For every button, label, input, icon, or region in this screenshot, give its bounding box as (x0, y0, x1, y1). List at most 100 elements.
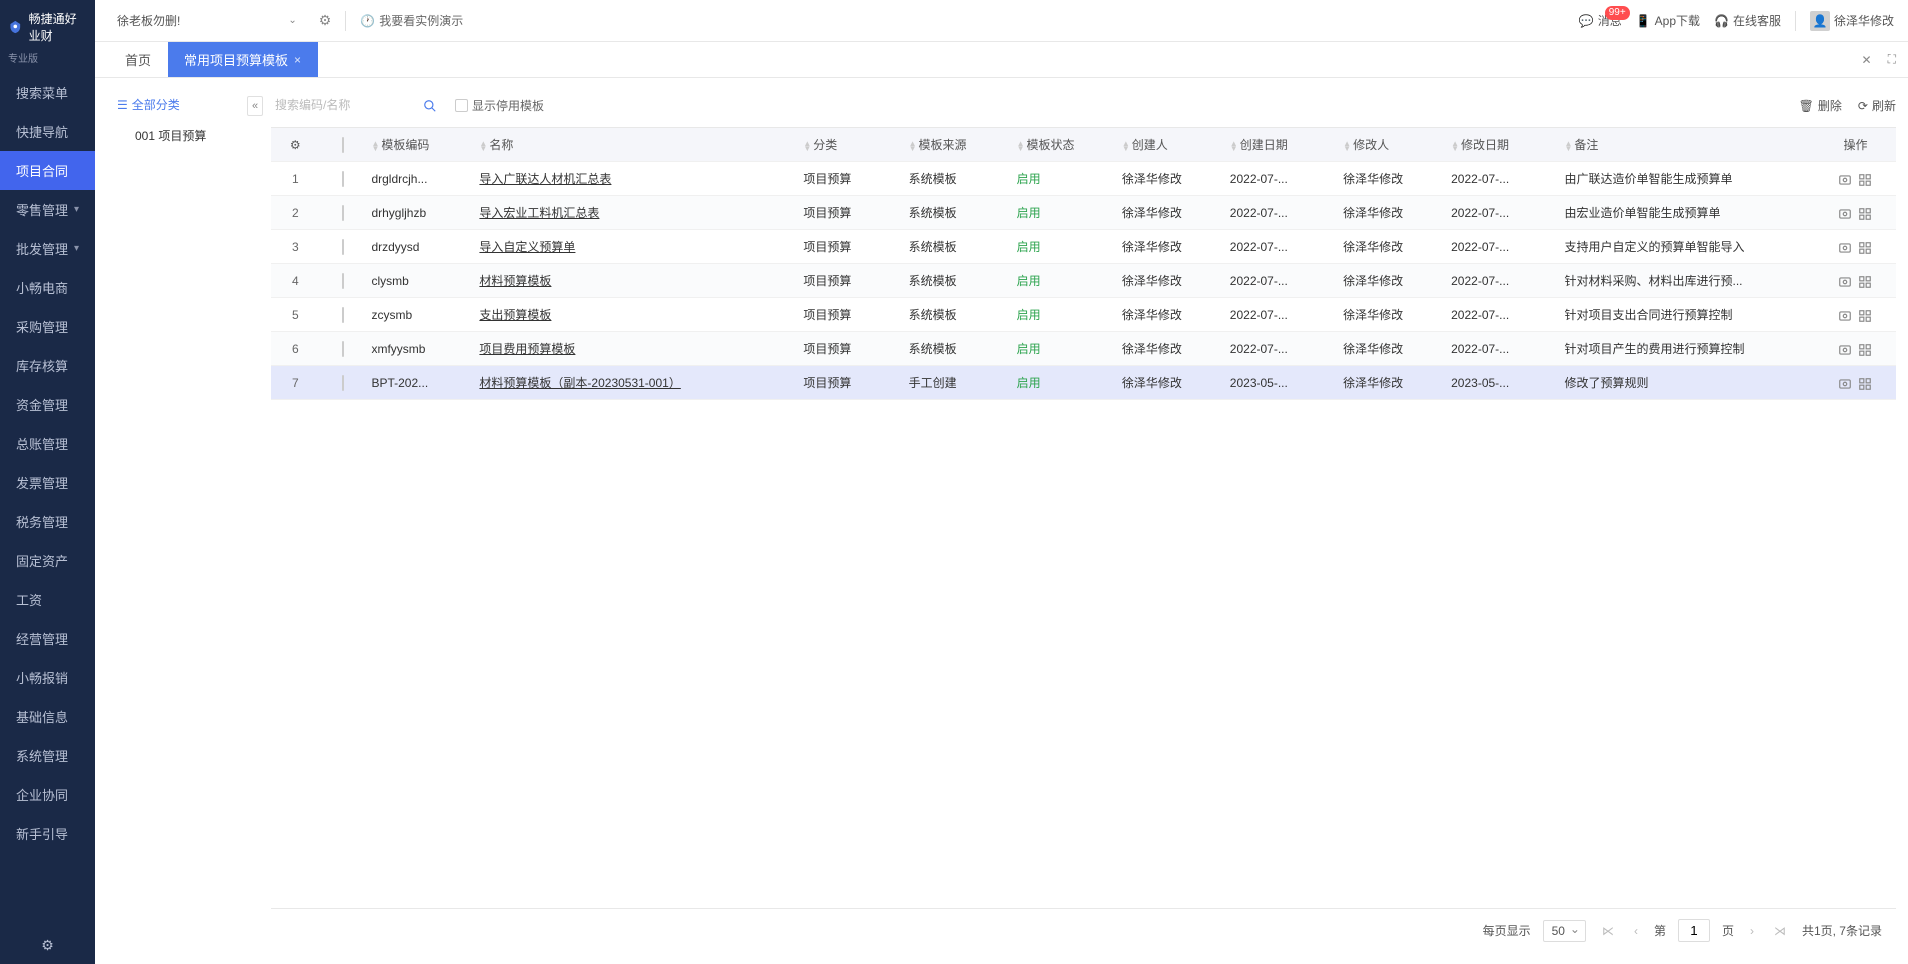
sidebar-item-expense[interactable]: 小畅报销 (0, 658, 95, 697)
row-checkbox[interactable] (320, 196, 366, 230)
sidebar-item-quick-nav[interactable]: 快捷导航 (0, 112, 95, 151)
cell-name[interactable]: 材料预算模板 (473, 264, 797, 298)
more-icon[interactable] (1858, 308, 1872, 322)
view-icon[interactable] (1838, 308, 1852, 322)
cell-status: 启用 (1011, 264, 1116, 298)
next-page-icon[interactable]: › (1746, 922, 1758, 940)
cell-name[interactable]: 导入广联达人材机汇总表 (473, 162, 797, 196)
table-row[interactable]: 4clysmb材料预算模板项目预算系统模板启用徐泽华修改2022-07-...徐… (271, 264, 1896, 298)
table-row[interactable]: 1drgldrcjh...导入广联达人材机汇总表项目预算系统模板启用徐泽华修改2… (271, 162, 1896, 196)
column-category[interactable]: ▲▼分类 (797, 128, 902, 162)
collapse-panel-icon[interactable]: « (247, 96, 263, 116)
cell-name[interactable]: 导入自定义预算单 (473, 230, 797, 264)
page-input[interactable] (1678, 919, 1710, 942)
sidebar-item-basedata[interactable]: 基础信息 (0, 697, 95, 736)
view-icon[interactable] (1838, 206, 1852, 220)
table-row[interactable]: 3drzdyysd导入自定义预算单项目预算系统模板启用徐泽华修改2022-07-… (271, 230, 1896, 264)
column-modify-date[interactable]: ▲▼修改日期 (1445, 128, 1558, 162)
row-checkbox[interactable] (320, 332, 366, 366)
more-icon[interactable] (1858, 172, 1872, 186)
column-remark[interactable]: ▲▼备注 (1558, 128, 1814, 162)
sidebar-item-salary[interactable]: 工资 (0, 580, 95, 619)
sidebar-item-retail[interactable]: 零售管理▾ (0, 190, 95, 229)
more-icon[interactable] (1858, 274, 1872, 288)
sidebar-item-wholesale[interactable]: 批发管理▾ (0, 229, 95, 268)
category-root[interactable]: ☰ 全部分类 (107, 90, 255, 119)
gear-icon[interactable]: ⚙ (319, 12, 332, 29)
sidebar-item-assets[interactable]: 固定资产 (0, 541, 95, 580)
sidebar-item-system[interactable]: 系统管理 (0, 736, 95, 775)
view-icon[interactable] (1838, 240, 1852, 254)
column-creator[interactable]: ▲▼创建人 (1116, 128, 1224, 162)
messages-button[interactable]: 💬 消息 99+ (1579, 12, 1622, 29)
delete-button[interactable]: 🗑 删除 (1799, 97, 1842, 114)
row-checkbox[interactable] (320, 366, 366, 400)
table-row[interactable]: 6xmfyysmb项目费用预算模板项目预算系统模板启用徐泽华修改2022-07-… (271, 332, 1896, 366)
more-icon[interactable] (1858, 240, 1872, 254)
sidebar-item-ledger[interactable]: 总账管理 (0, 424, 95, 463)
tabbar: 首页常用项目预算模板× ✕ ⛶ (95, 42, 1908, 78)
column-modifier[interactable]: ▲▼修改人 (1337, 128, 1445, 162)
row-checkbox[interactable] (320, 162, 366, 196)
row-number: 1 (271, 162, 320, 196)
demo-link[interactable]: 🕐 我要看实例演示 (360, 12, 463, 29)
sidebar-item-search-menu[interactable]: 搜索菜单 (0, 73, 95, 112)
search-input[interactable] (271, 94, 441, 117)
close-icon[interactable]: × (294, 53, 301, 67)
sidebar-item-funds[interactable]: 资金管理 (0, 385, 95, 424)
table-row[interactable]: 2drhygljhzb导入宏业工料机汇总表项目预算系统模板启用徐泽华修改2022… (271, 196, 1896, 230)
view-icon[interactable] (1838, 376, 1852, 390)
table-row[interactable]: 7BPT-202...材料预算模板（副本-20230531-001）项目预算手工… (271, 366, 1896, 400)
prev-page-icon[interactable]: ‹ (1630, 922, 1642, 940)
column-source[interactable]: ▲▼模板来源 (903, 128, 1011, 162)
show-disabled-checkbox[interactable]: 显示停用模板 (455, 97, 544, 114)
more-icon[interactable] (1858, 206, 1872, 220)
sidebar-item-project-contract[interactable]: 项目合同 (0, 151, 95, 190)
first-page-icon[interactable]: ⋉ (1598, 922, 1618, 940)
sidebar-item-operation[interactable]: 经营管理 (0, 619, 95, 658)
online-service-button[interactable]: 🎧 在线客服 (1714, 12, 1781, 29)
table-row[interactable]: 5zcysmb支出预算模板项目预算系统模板启用徐泽华修改2022-07-...徐… (271, 298, 1896, 332)
last-page-icon[interactable]: ⋊ (1770, 922, 1790, 940)
sidebar-item-tax[interactable]: 税务管理 (0, 502, 95, 541)
more-icon[interactable] (1858, 342, 1872, 356)
select-all-checkbox[interactable] (320, 128, 366, 162)
sidebar-item-invoice[interactable]: 发票管理 (0, 463, 95, 502)
column-name[interactable]: ▲▼名称 (473, 128, 797, 162)
column-operate: 操作 (1815, 128, 1896, 162)
row-checkbox[interactable] (320, 264, 366, 298)
per-page-select[interactable]: 50 (1543, 920, 1586, 942)
user-menu[interactable]: 👤 徐泽华修改 (1810, 11, 1894, 31)
cell-operate (1815, 366, 1896, 400)
sidebar-item-inventory[interactable]: 库存核算 (0, 346, 95, 385)
column-settings-icon[interactable]: ⚙ (271, 128, 320, 162)
sidebar-item-ecommerce[interactable]: 小畅电商 (0, 268, 95, 307)
company-selector[interactable]: 徐老板勿删! ⌄ (109, 8, 305, 33)
tab-1[interactable]: 常用项目预算模板× (168, 42, 318, 77)
expand-icon[interactable]: ⛶ (1884, 48, 1900, 71)
column-code[interactable]: ▲▼模板编码 (365, 128, 473, 162)
tab-0[interactable]: 首页 (109, 42, 168, 77)
search-icon[interactable] (423, 98, 437, 113)
view-icon[interactable] (1838, 172, 1852, 186)
sidebar-item-label: 系统管理 (16, 746, 68, 765)
row-checkbox[interactable] (320, 298, 366, 332)
cell-name[interactable]: 导入宏业工料机汇总表 (473, 196, 797, 230)
app-download-button[interactable]: 📱 App下载 (1636, 12, 1700, 29)
refresh-button[interactable]: ⟳ 刷新 (1858, 97, 1896, 114)
more-icon[interactable] (1858, 376, 1872, 390)
row-checkbox[interactable] (320, 230, 366, 264)
cell-name[interactable]: 材料预算模板（副本-20230531-001） (473, 366, 797, 400)
column-status[interactable]: ▲▼模板状态 (1011, 128, 1116, 162)
sidebar-item-guide[interactable]: 新手引导 (0, 814, 95, 853)
sidebar-item-collab[interactable]: 企业协同 (0, 775, 95, 814)
view-icon[interactable] (1838, 342, 1852, 356)
category-item[interactable]: 001 项目预算 (107, 119, 255, 152)
settings-icon[interactable]: ⚙ (41, 937, 54, 953)
view-icon[interactable] (1838, 274, 1852, 288)
column-create-date[interactable]: ▲▼创建日期 (1224, 128, 1337, 162)
cell-name[interactable]: 支出预算模板 (473, 298, 797, 332)
sidebar-item-purchase[interactable]: 采购管理 (0, 307, 95, 346)
close-all-icon[interactable]: ✕ (1858, 49, 1876, 71)
cell-name[interactable]: 项目费用预算模板 (473, 332, 797, 366)
